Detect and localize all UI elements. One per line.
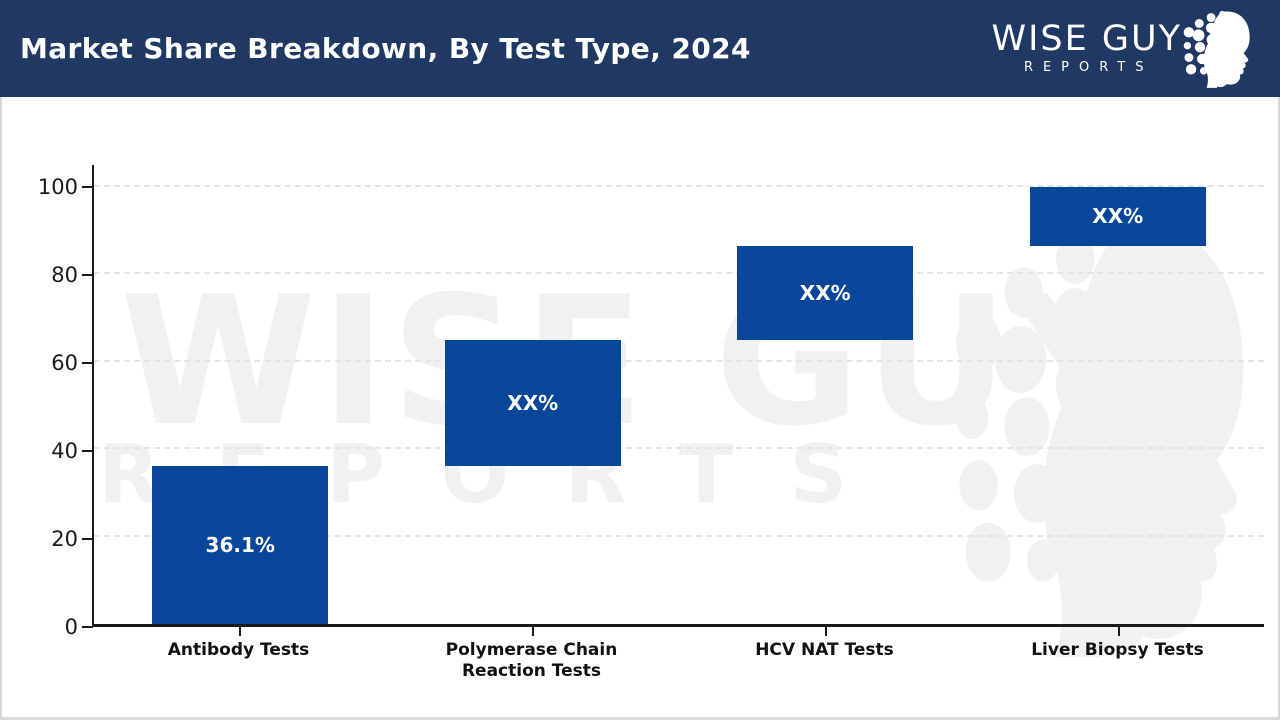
- x-tick-mark: [824, 627, 827, 636]
- watermark-face-profile-icon: [956, 221, 1244, 657]
- header: Market Share Breakdown, By Test Type, 20…: [0, 0, 1280, 97]
- face-profile-icon: [1183, 10, 1250, 88]
- y-tick-label: 60: [51, 351, 78, 375]
- x-tick-mark: [531, 627, 534, 636]
- y-tick-label: 100: [37, 175, 78, 199]
- category-label: HCV NAT Tests: [755, 640, 894, 660]
- logo-brand-name: WISE GUY: [991, 19, 1182, 59]
- y-tick-mark: [82, 362, 93, 364]
- gridline: [94, 184, 1264, 187]
- logo-text: WISE GUY REPORTS: [991, 19, 1182, 76]
- y-tick-mark: [82, 538, 93, 540]
- chart-area: WISE GUY REPORTS 36.1% XX% XX% XX% 0 20 40 60 8…: [0, 97, 1280, 720]
- plot-area: 36.1% XX% XX% XX%: [92, 165, 1264, 627]
- page-title: Market Share Breakdown, By Test Type, 20…: [20, 32, 751, 65]
- bar-value-label: XX%: [1092, 204, 1144, 229]
- category-label: Polymerase Chain Reaction Tests: [445, 640, 618, 682]
- logo-brand-sub: REPORTS: [1023, 60, 1154, 75]
- gridline: [94, 272, 1264, 275]
- y-tick-mark: [82, 274, 93, 276]
- bar: 36.1%: [152, 466, 329, 624]
- x-tick-mark: [238, 627, 241, 636]
- bar: XX%: [737, 245, 914, 340]
- bar: XX%: [444, 339, 621, 467]
- bar-value-label: 36.1%: [205, 533, 275, 558]
- y-tick-mark: [82, 626, 93, 628]
- category-label: Antibody Tests: [167, 640, 310, 660]
- gridline: [94, 534, 1264, 537]
- x-tick-mark: [1117, 627, 1120, 636]
- bar: XX%: [1029, 186, 1206, 246]
- gridline: [94, 359, 1264, 362]
- y-tick-label: 40: [51, 439, 78, 463]
- bar-value-label: XX%: [507, 391, 559, 416]
- y-tick-label: 20: [51, 527, 78, 551]
- wise-guy-logo: WISE GUY REPORTS: [991, 8, 1254, 90]
- bar-value-label: XX%: [799, 280, 851, 305]
- y-tick-mark: [82, 186, 93, 188]
- y-tick-label: 80: [51, 263, 78, 287]
- gridline: [94, 447, 1264, 450]
- category-label: Liver Biopsy Tests: [1031, 640, 1204, 660]
- y-tick-mark: [82, 450, 93, 452]
- y-tick-label: 0: [64, 615, 78, 639]
